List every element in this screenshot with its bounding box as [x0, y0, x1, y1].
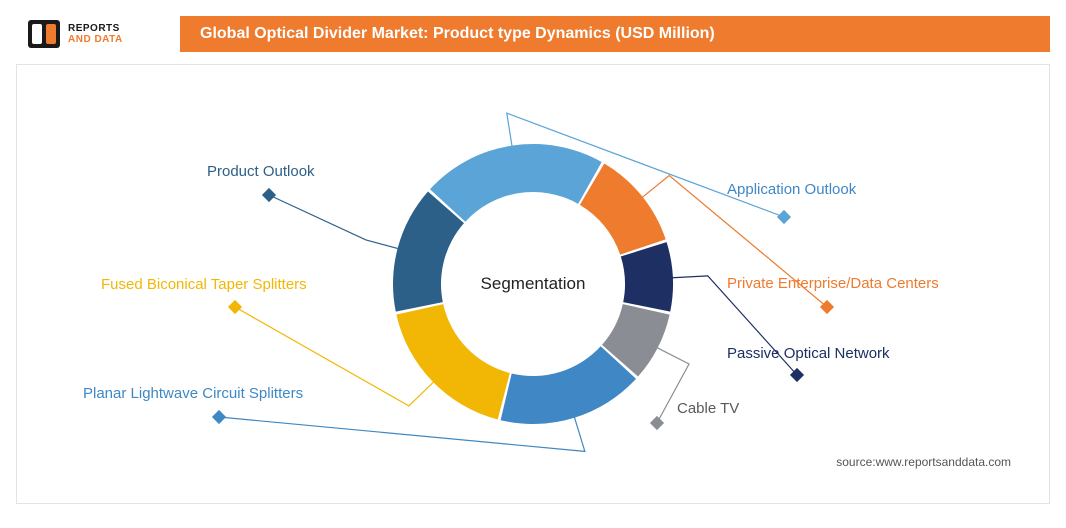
diamond-fused-biconical: [228, 300, 242, 314]
label-passive-optical: Passive Optical Network: [727, 345, 890, 362]
logo-line2: AND DATA: [68, 34, 123, 45]
segment-passive-optical: [621, 242, 673, 311]
header-bar: REPORTS AND DATA Global Optical Divider …: [0, 16, 1050, 52]
label-private-enterprise: Private Enterprise/Data Centers: [727, 275, 939, 292]
center-label: Segmentation: [481, 274, 586, 294]
chart-frame: Segmentation Application Outlook Private …: [16, 64, 1050, 504]
segment-planar-lightwave: [501, 346, 636, 424]
label-cable-tv: Cable TV: [677, 400, 739, 417]
diamond-application-outlook: [777, 210, 791, 224]
label-fused-biconical: Fused Biconical Taper Splitters: [101, 276, 307, 293]
segment-fused-biconical: [396, 304, 509, 419]
logo: REPORTS AND DATA: [0, 16, 180, 52]
logo-line1: REPORTS: [68, 23, 120, 34]
diamond-product-outlook: [262, 188, 276, 202]
chart-area: Segmentation Application Outlook Private …: [17, 65, 1049, 503]
diamond-passive-optical: [790, 368, 804, 382]
label-product-outlook: Product Outlook: [207, 163, 315, 180]
logo-icon: [28, 20, 60, 48]
segment-application-outlook: [430, 144, 602, 222]
label-application-outlook: Application Outlook: [727, 181, 856, 198]
page-title: Global Optical Divider Market: Product t…: [180, 16, 1050, 52]
logo-text: REPORTS AND DATA: [68, 23, 123, 45]
diamond-planar-lightwave: [212, 410, 226, 424]
label-planar-lightwave: Planar Lightwave Circuit Splitters: [83, 385, 303, 402]
diamond-private-enterprise: [820, 300, 834, 314]
donut-chart: Segmentation: [383, 134, 683, 434]
source-text: source:www.reportsanddata.com: [836, 455, 1011, 469]
